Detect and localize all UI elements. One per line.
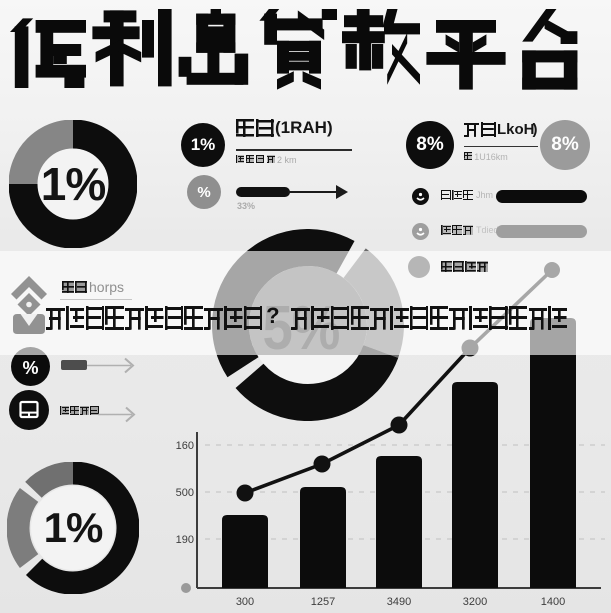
svg-text:190: 190 (176, 534, 194, 546)
svg-text:300: 300 (236, 596, 254, 608)
svg-text:1257: 1257 (311, 596, 335, 608)
svg-text:500: 500 (176, 487, 194, 499)
svg-text:3200: 3200 (463, 596, 487, 608)
svg-text:160: 160 (176, 440, 194, 452)
svg-text:1400: 1400 (541, 596, 565, 608)
svg-text:3490: 3490 (387, 596, 411, 608)
